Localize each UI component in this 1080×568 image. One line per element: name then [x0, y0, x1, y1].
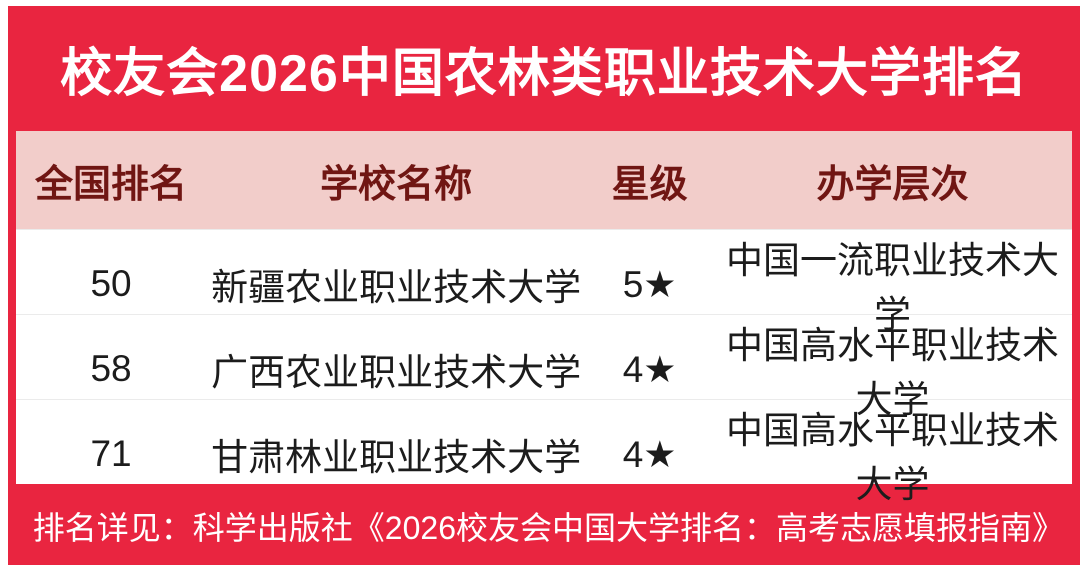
cell-education-tier: 中国高水平职业技术大学	[725, 325, 1059, 420]
cell-education-tier: 中国高水平职业技术大学	[725, 410, 1059, 505]
page-title: 校友会2026中国农林类职业技术大学排名	[60, 45, 1028, 103]
column-header-school-name: 学校名称	[320, 163, 473, 206]
table-row: 50 新疆农业职业技术大学 5★ 中国一流职业技术大学	[16, 229, 1072, 335]
table-row: 58 广西农业职业技术大学 4★ 中国高水平职业技术大学	[16, 314, 1072, 420]
cell-star-level: 5★	[622, 263, 677, 305]
column-header-star-level: 星级	[611, 163, 688, 206]
cell-star-level: 4★	[622, 433, 677, 475]
column-header-national-rank: 全国排名	[35, 163, 188, 206]
title-bar: 校友会2026中国农林类职业技术大学排名	[8, 6, 1080, 131]
cell-rank: 71	[90, 433, 132, 474]
cell-school-name: 新疆农业职业技术大学	[211, 267, 582, 308]
cell-rank: 50	[90, 263, 132, 304]
footer-source-note: 排名详见：科学出版社《2026校友会中国大学排名：高考志愿填报指南》	[32, 510, 1064, 546]
footer-bar: 排名详见：科学出版社《2026校友会中国大学排名：高考志愿填报指南》	[8, 484, 1080, 568]
cell-school-name: 广西农业职业技术大学	[211, 352, 582, 393]
cell-school-name: 甘肃林业职业技术大学	[211, 437, 582, 478]
cell-star-level: 4★	[622, 348, 677, 390]
cell-education-tier: 中国一流职业技术大学	[725, 240, 1059, 335]
ranking-poster: 校友会2026中国农林类职业技术大学排名 全国排名 学校名称 星级 办学层次 5…	[8, 6, 1080, 565]
table-row: 71 甘肃林业职业技术大学 4★ 中国高水平职业技术大学	[16, 399, 1072, 505]
ranking-table: 全国排名 学校名称 星级 办学层次 50 新疆农业职业技术大学 5★ 中国一流职…	[16, 131, 1072, 505]
column-header-education-tier: 办学层次	[816, 163, 969, 206]
cell-rank: 58	[90, 348, 132, 389]
table-header-row: 全国排名 学校名称 星级 办学层次	[16, 131, 1072, 229]
